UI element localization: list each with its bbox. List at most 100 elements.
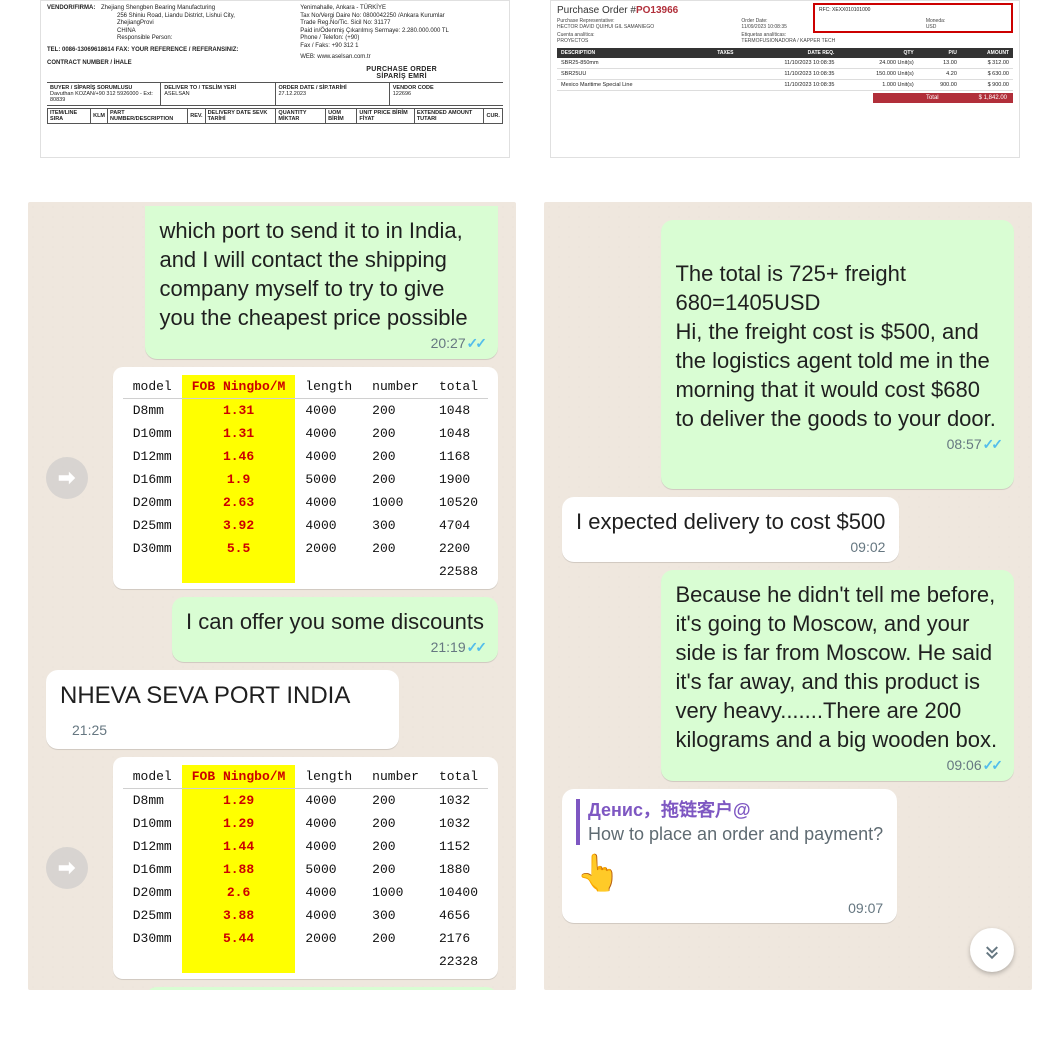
price-table-card[interactable]: modelFOB Ningbo/MlengthnumbertotalD8mm1.… bbox=[113, 367, 498, 589]
table-cell: 5000 bbox=[295, 858, 362, 881]
message-text: NHEVA SEVA PORT INDIA bbox=[60, 682, 349, 709]
po-col-header: PART NUMBER/DESCRIPTION bbox=[108, 108, 188, 123]
message-time: 08:57 bbox=[675, 435, 1000, 453]
table-cell: 24.000 Unit(s) bbox=[838, 58, 917, 69]
table-cell: D8mm bbox=[123, 789, 182, 813]
rfc-text: RFC: XEXX010101000 bbox=[819, 7, 870, 13]
po-col-header: KLM bbox=[91, 108, 108, 123]
chat-message[interactable]: I can offer you some discounts 21:19 bbox=[172, 597, 498, 663]
table-cell: Mexico Maritime Special Line bbox=[557, 80, 695, 91]
purchase-order-doc-right[interactable]: RFC: XEXX010101000 Purchase Order #PO139… bbox=[550, 0, 1020, 158]
table-cell: D10mm bbox=[123, 812, 182, 835]
forward-button[interactable] bbox=[46, 457, 88, 499]
chat-panel-left[interactable]: which port to send it to in India, and I… bbox=[28, 202, 516, 990]
table-cell: D16mm bbox=[123, 858, 182, 881]
reply-quote: Денис，拖链客户@ How to place an order and pa… bbox=[576, 799, 883, 845]
table-cell: 4656 bbox=[429, 904, 488, 927]
vendor-line: Responsible Person: bbox=[117, 35, 290, 43]
chat-message[interactable]: which port to send it to in India, and I… bbox=[145, 206, 498, 359]
message-time: 09:06 bbox=[675, 756, 1000, 774]
table-cell: 1152 bbox=[429, 835, 488, 858]
table-cell bbox=[362, 950, 429, 973]
table-cell: 2200 bbox=[429, 537, 488, 560]
quote-name: Денис，拖链客户@ bbox=[588, 799, 883, 823]
vendorcode-value: 122696 bbox=[393, 91, 411, 97]
addr-line: Paid in/Ödenmiş Çıkarılmış Sermaye: 2.28… bbox=[300, 28, 503, 36]
price-table-card[interactable]: modelFOB Ningbo/MlengthnumbertotalD8mm1.… bbox=[113, 757, 498, 979]
po-col-header: DELIVERY DATE SEVK TARİHİ bbox=[205, 108, 276, 123]
table-cell: D30mm bbox=[123, 537, 182, 560]
scroll-to-bottom-button[interactable] bbox=[970, 928, 1014, 972]
po-number-value: PO13966 bbox=[636, 5, 678, 16]
addr-line: Trade Reg.No/Tic. Sicil No: 31177 bbox=[300, 20, 503, 28]
quote-text: How to place an order and payment? bbox=[588, 823, 883, 846]
table-cell bbox=[295, 950, 362, 973]
po-columns-table: ITEM/LINE SIRAKLMPART NUMBER/DESCRIPTION… bbox=[47, 108, 503, 124]
table-cell: 5.5 bbox=[182, 537, 296, 560]
table-cell: 900.00 bbox=[918, 80, 961, 91]
acct-value: PROYECTOS bbox=[557, 38, 731, 44]
table-cell: 1.000 Unit(s) bbox=[838, 80, 917, 91]
table-cell bbox=[362, 560, 429, 583]
table-cell: 10520 bbox=[429, 491, 488, 514]
purchase-order-doc-left[interactable]: VENDOR/FIRMA: Zhejiang Shengben Bearing … bbox=[40, 0, 510, 158]
table-cell: 150.000 Unit(s) bbox=[838, 69, 917, 80]
chat-message[interactable]: Because he didn't tell me before, it's g… bbox=[661, 570, 1014, 781]
message-time: 21:25 bbox=[72, 722, 107, 738]
fax-label: FAX: bbox=[116, 47, 130, 55]
table-sum-cell: 22328 bbox=[429, 950, 488, 973]
table-cell: 2.63 bbox=[182, 491, 296, 514]
forward-button[interactable] bbox=[46, 847, 88, 889]
table-cell bbox=[695, 58, 737, 69]
forward-icon bbox=[56, 467, 78, 489]
table-cell: $ 630.00 bbox=[961, 69, 1013, 80]
chat-row: which port to send it to in India, and I… bbox=[0, 158, 1060, 990]
table-row: D12mm1.4640002001168 bbox=[123, 445, 488, 468]
chat-message[interactable]: Okay, I just checked in detail and the l… bbox=[145, 987, 498, 990]
table-cell: 1900 bbox=[429, 468, 488, 491]
chat-message[interactable]: NHEVA SEVA PORT INDIA 21:25 bbox=[46, 670, 399, 749]
table-cell: 1000 bbox=[362, 881, 429, 904]
po-col-header: UOM BİRİM bbox=[326, 108, 357, 123]
table-cell: D12mm bbox=[123, 445, 182, 468]
table-cell: 200 bbox=[362, 835, 429, 858]
po-number-label: Purchase Order # bbox=[557, 5, 636, 16]
po-col-header: DESCRIPTION bbox=[557, 48, 695, 58]
po-col-header: P/U bbox=[918, 48, 961, 58]
deliver-value: ASELSAN bbox=[164, 91, 189, 97]
orderdate-value: 27.12.2023 bbox=[279, 91, 307, 97]
table-cell: 1.31 bbox=[182, 398, 296, 422]
buyer-value: Davuthan KOZAN/+90 312 5926000 - Ext: 80… bbox=[50, 91, 153, 103]
ref-label: YOUR REFERENCE / REFERANSINIZ: bbox=[131, 47, 238, 55]
table-cell: 4000 bbox=[295, 789, 362, 813]
chat-panel-right[interactable]: The total is 725+ freight 680=1405USD Hi… bbox=[544, 202, 1032, 990]
table-cell bbox=[695, 80, 737, 91]
tags-value: TERMOFUSIONADORA / KAPPER TECH bbox=[741, 38, 915, 44]
po-col-header: UNIT PRICE BİRİM FİYAT bbox=[357, 108, 414, 123]
chevron-down-icon bbox=[981, 939, 1003, 961]
chat-message[interactable]: The total is 725+ freight 680=1405USD Hi… bbox=[661, 220, 1014, 489]
price-table-header: model bbox=[123, 375, 182, 399]
po-right-table: DESCRIPTIONTAXESDATE REQ.QTYP/UAMOUNT SB… bbox=[557, 48, 1013, 91]
table-row: D20mm2.64000100010400 bbox=[123, 881, 488, 904]
chat-message[interactable]: I expected delivery to cost $500 09:02 bbox=[562, 497, 899, 563]
table-cell: 5.44 bbox=[182, 927, 296, 950]
addr-line: Yenimahalle, Ankara - TÜRKİYE bbox=[300, 5, 503, 13]
message-time: 21:19 bbox=[186, 638, 484, 656]
price-table-header: model bbox=[123, 765, 182, 789]
table-cell: D30mm bbox=[123, 927, 182, 950]
table-sum-row: 22328 bbox=[123, 950, 488, 973]
chat-message[interactable]: Денис，拖链客户@ How to place an order and pa… bbox=[562, 789, 897, 923]
table-row: D30mm5.4420002002176 bbox=[123, 927, 488, 950]
table-sum-cell: 22588 bbox=[429, 560, 488, 583]
table-cell: 4000 bbox=[295, 491, 362, 514]
po-col-header: AMOUNT bbox=[961, 48, 1013, 58]
table-cell: 1880 bbox=[429, 858, 488, 881]
table-cell: 200 bbox=[362, 445, 429, 468]
table-cell: 11/10/2023 10:08:35 bbox=[738, 80, 839, 91]
po-col-header: ITEM/LINE SIRA bbox=[48, 108, 91, 123]
table-cell: 1.29 bbox=[182, 789, 296, 813]
contract-label: CONTRACT NUMBER / İHALE bbox=[47, 60, 132, 68]
table-cell: 5000 bbox=[295, 468, 362, 491]
table-cell: 3.92 bbox=[182, 514, 296, 537]
